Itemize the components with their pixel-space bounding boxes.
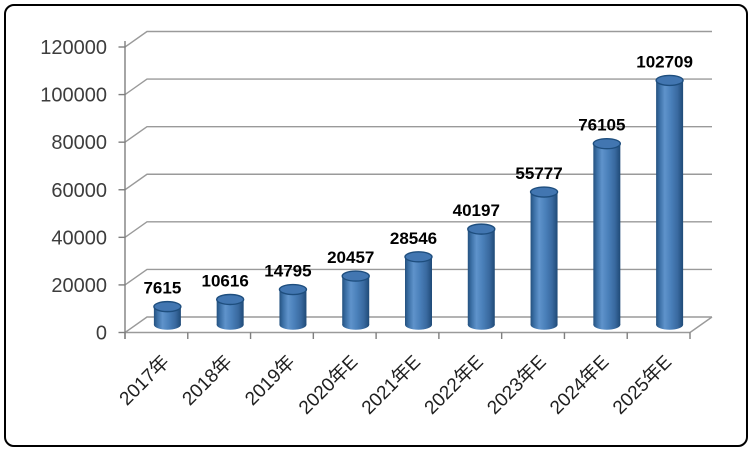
cylinder-bar (342, 276, 370, 325)
x-axis-category-label: 2017年 (115, 351, 174, 410)
data-label: 20457 (327, 248, 374, 267)
cylinder-top (278, 283, 308, 296)
cylinder-top (529, 186, 559, 198)
data-label: 14795 (264, 262, 311, 281)
x-axis-category-label: 2020年E (294, 351, 362, 419)
y-axis-tick-label: 60000 (51, 180, 107, 202)
gridline (124, 30, 712, 48)
data-label: 7615 (143, 279, 181, 298)
cylinder-top (215, 293, 245, 306)
cylinder-top (655, 74, 684, 87)
cylinder-bar (279, 289, 307, 325)
cylinder-top (592, 137, 622, 150)
cylinder-bar (467, 229, 495, 325)
cylinder-bar (656, 80, 684, 325)
cylinder-top (153, 300, 182, 313)
x-axis-category-label: 2025年E (608, 351, 676, 419)
data-label: 55777 (515, 164, 562, 183)
gridline (124, 268, 712, 286)
cylinder-top (467, 223, 496, 235)
x-axis-category-label: 2018年 (178, 351, 237, 410)
data-label: 28546 (390, 229, 437, 248)
cylinder-top (404, 251, 433, 263)
y-axis-tick-label: 20000 (51, 275, 107, 297)
x-axis-category-label: 2023年E (483, 351, 551, 419)
cylinder-bar (530, 192, 558, 325)
cylinder-bar (593, 143, 621, 325)
gridline (124, 221, 712, 238)
data-label: 102709 (636, 52, 693, 71)
y-axis-tick-label: 40000 (51, 227, 107, 249)
y-axis-tick-label: 0 (96, 323, 107, 345)
y-axis-tick-label: 80000 (51, 132, 107, 154)
data-label: 76105 (578, 116, 625, 135)
x-axis-category-label: 2019年 (241, 351, 300, 410)
data-label: 10616 (202, 271, 249, 290)
y-axis-tick-label: 100000 (40, 85, 107, 107)
gridline (124, 125, 712, 143)
gridline (124, 78, 712, 96)
data-label: 40197 (453, 201, 500, 220)
x-axis-category-label: 2021年E (357, 351, 425, 419)
y-axis-tick-label: 120000 (40, 37, 107, 59)
gridline (124, 173, 712, 191)
cylinder-top (341, 270, 370, 282)
x-axis-category-label: 2022年E (420, 351, 488, 419)
x-axis-category-label: 2024年E (546, 351, 614, 419)
cylinder-bar (405, 256, 432, 325)
